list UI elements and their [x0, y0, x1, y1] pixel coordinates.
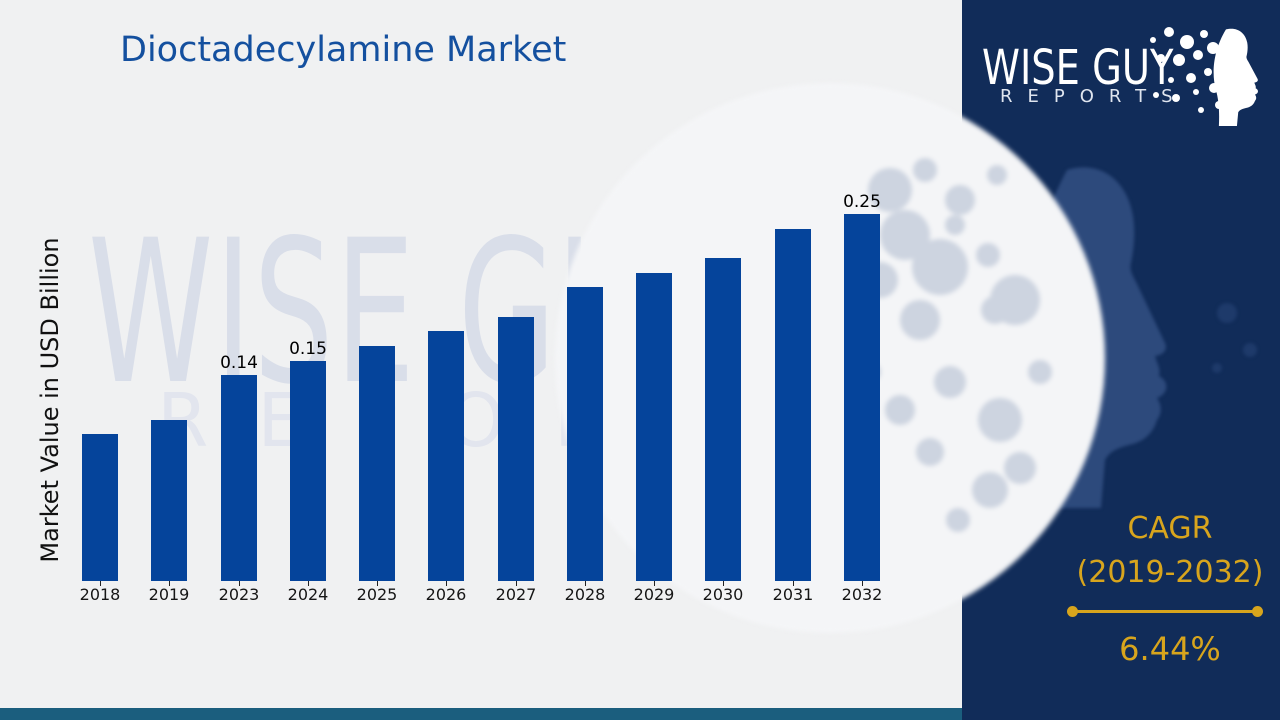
page-title: Dioctadecylamine Market — [120, 30, 567, 70]
bar-2028 — [567, 287, 603, 581]
cagr-line-left-dot — [1067, 606, 1078, 617]
x-tick-2027 — [516, 581, 517, 586]
bar-2026 — [428, 331, 464, 581]
bar-value-label-2024: 0.15 — [289, 339, 327, 359]
bar-2032 — [844, 214, 880, 581]
bar-2019 — [151, 420, 187, 581]
bar-2030 — [705, 258, 741, 581]
cagr-range: (2019-2032) — [1076, 555, 1264, 590]
x-tick-2029 — [654, 581, 655, 586]
bar-2031 — [775, 229, 811, 581]
bar-2027 — [498, 317, 534, 581]
cagr-line-right-dot — [1252, 606, 1263, 617]
cagr-heading: CAGR — [1127, 511, 1213, 546]
x-tick-label-2027: 2027 — [495, 585, 537, 604]
x-tick-label-2032: 2032 — [841, 585, 883, 604]
dotted-face-blob — [555, 83, 1105, 633]
x-tick-2018 — [100, 581, 101, 586]
bar-value-label-2032: 0.25 — [843, 192, 881, 212]
x-tick-label-2018: 2018 — [79, 585, 121, 604]
x-tick-label-2029: 2029 — [633, 585, 675, 604]
cagr-underline — [1067, 606, 1263, 617]
x-tick-label-2026: 2026 — [425, 585, 467, 604]
x-tick-label-2025: 2025 — [356, 585, 398, 604]
x-tick-2026 — [446, 581, 447, 586]
logo-wordmark: WISE GUY — [982, 40, 1174, 96]
x-tick-2023 — [239, 581, 240, 586]
cagr-value: 6.44% — [1119, 630, 1221, 668]
logo-sub-wordmark: REPORTS — [1000, 86, 1188, 107]
x-tick-label-2030: 2030 — [702, 585, 744, 604]
bottom-strip — [0, 708, 962, 720]
x-tick-label-2019: 2019 — [148, 585, 190, 604]
x-tick-label-2031: 2031 — [772, 585, 814, 604]
logo-face-icon — [1213, 28, 1258, 126]
bar-2024 — [290, 361, 326, 581]
x-tick-2019 — [169, 581, 170, 586]
x-tick-2031 — [793, 581, 794, 586]
x-tick-2030 — [723, 581, 724, 586]
logo-dots-icon — [1150, 27, 1236, 113]
x-tick-2032 — [862, 581, 863, 586]
x-tick-2024 — [308, 581, 309, 586]
x-tick-2025 — [377, 581, 378, 586]
bar-2025 — [359, 346, 395, 581]
bar-2018 — [82, 434, 118, 581]
x-tick-label-2028: 2028 — [564, 585, 606, 604]
x-tick-2028 — [585, 581, 586, 586]
bar-value-label-2023: 0.14 — [220, 353, 258, 373]
bar-2023 — [221, 375, 257, 581]
x-tick-label-2023: 2023 — [218, 585, 260, 604]
x-tick-label-2024: 2024 — [287, 585, 329, 604]
bar-2029 — [636, 273, 672, 581]
